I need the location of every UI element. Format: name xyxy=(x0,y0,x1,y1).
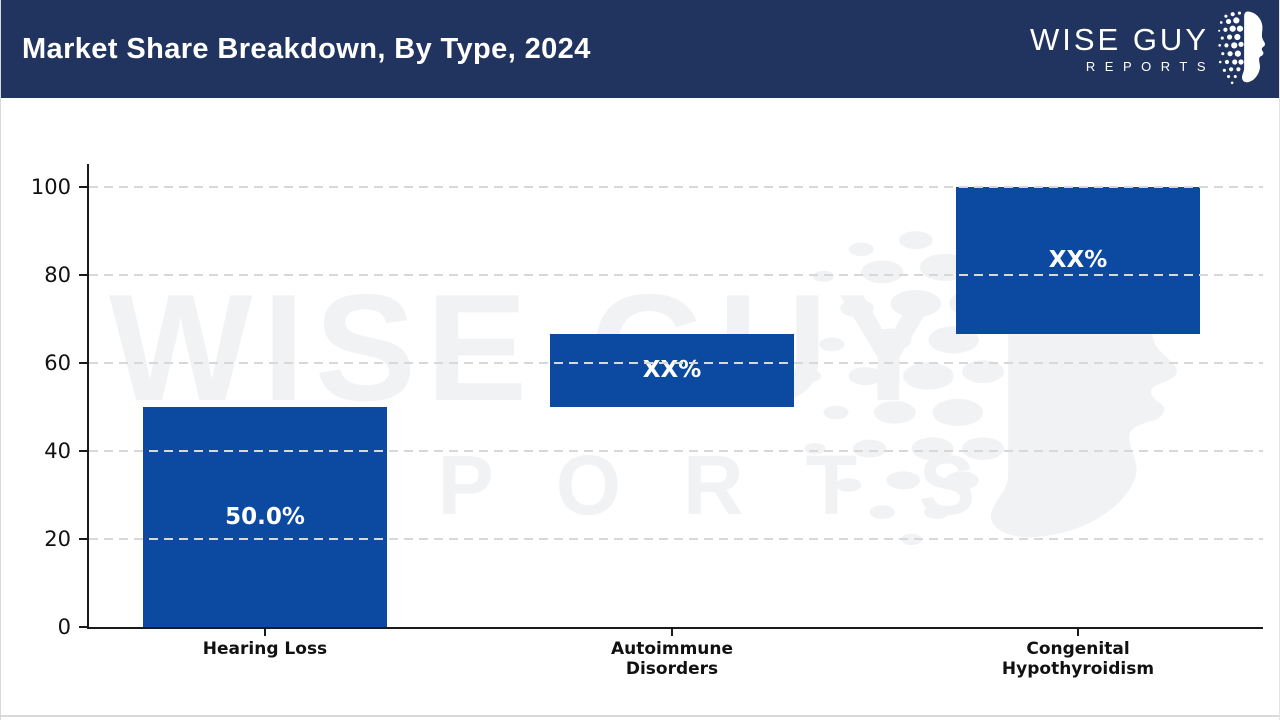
y-tick-label: 20 xyxy=(44,527,71,551)
logo-reports-text: REPORTS xyxy=(1085,58,1215,74)
y-tick-label: 60 xyxy=(44,351,71,375)
bar-value-label: XX% xyxy=(1048,247,1108,274)
bar-value-label: XX% xyxy=(642,357,702,384)
y-axis-tick xyxy=(79,362,87,364)
y-tick-label: 80 xyxy=(44,263,71,287)
x-tick-label-line: Congenital xyxy=(1026,639,1130,659)
header-bar: Market Share Breakdown, By Type, 2024 WI… xyxy=(1,0,1279,98)
x-tick-label-autoimmune-disorders: Autoimmune Disorders xyxy=(512,639,832,679)
x-axis-tick xyxy=(1077,629,1079,636)
gridline-20 xyxy=(89,538,1263,540)
bottom-divider xyxy=(1,715,1279,717)
x-tick-label-congenital-hypothyroidism: Congenital Hypothyroidism xyxy=(918,639,1238,679)
bar-value-label: 50.0% xyxy=(225,504,305,530)
x-axis-tick xyxy=(264,629,266,636)
y-tick-label: 0 xyxy=(57,615,71,639)
gridline-100 xyxy=(89,186,1263,188)
gridline-40 xyxy=(89,450,1263,452)
x-axis-tick xyxy=(671,629,673,636)
wise-guy-logo: WISE GUY REPORTS xyxy=(1030,10,1267,88)
gridline-60 xyxy=(89,362,1263,364)
logo-text: WISE GUY REPORTS xyxy=(1030,24,1209,74)
y-axis-tick xyxy=(79,626,87,628)
face-profile-icon xyxy=(1218,11,1266,85)
bar-autoimmune-disorders: XX% xyxy=(550,333,794,407)
watermark-brand-text: WISE GUY xyxy=(109,263,950,433)
x-tick-label-line: Autoimmune xyxy=(610,639,734,659)
x-tick-label-line: Hearing Loss xyxy=(202,639,328,659)
logo-brand-text: WISE GUY xyxy=(1029,22,1209,58)
y-axis-tick xyxy=(79,538,87,540)
y-axis-line xyxy=(87,164,89,629)
x-tick-label-line: Disorders xyxy=(625,659,719,679)
page-title: Market Share Breakdown, By Type, 2024 xyxy=(22,32,591,65)
bar-hearing-loss: 50.0% xyxy=(143,407,387,627)
x-tick-label-hearing-loss: Hearing Loss xyxy=(105,639,425,659)
y-axis-tick xyxy=(79,274,87,276)
y-tick-label: 40 xyxy=(44,439,71,463)
x-tick-label-line: Hypothyroidism xyxy=(1001,659,1155,679)
gridline-80 xyxy=(89,274,1263,276)
y-axis-tick xyxy=(79,186,87,188)
bar-congenital-hypothyroidism: XX% xyxy=(956,187,1200,334)
y-tick-label: 100 xyxy=(30,175,71,199)
y-axis-tick xyxy=(79,450,87,452)
x-axis-line xyxy=(87,627,1263,629)
